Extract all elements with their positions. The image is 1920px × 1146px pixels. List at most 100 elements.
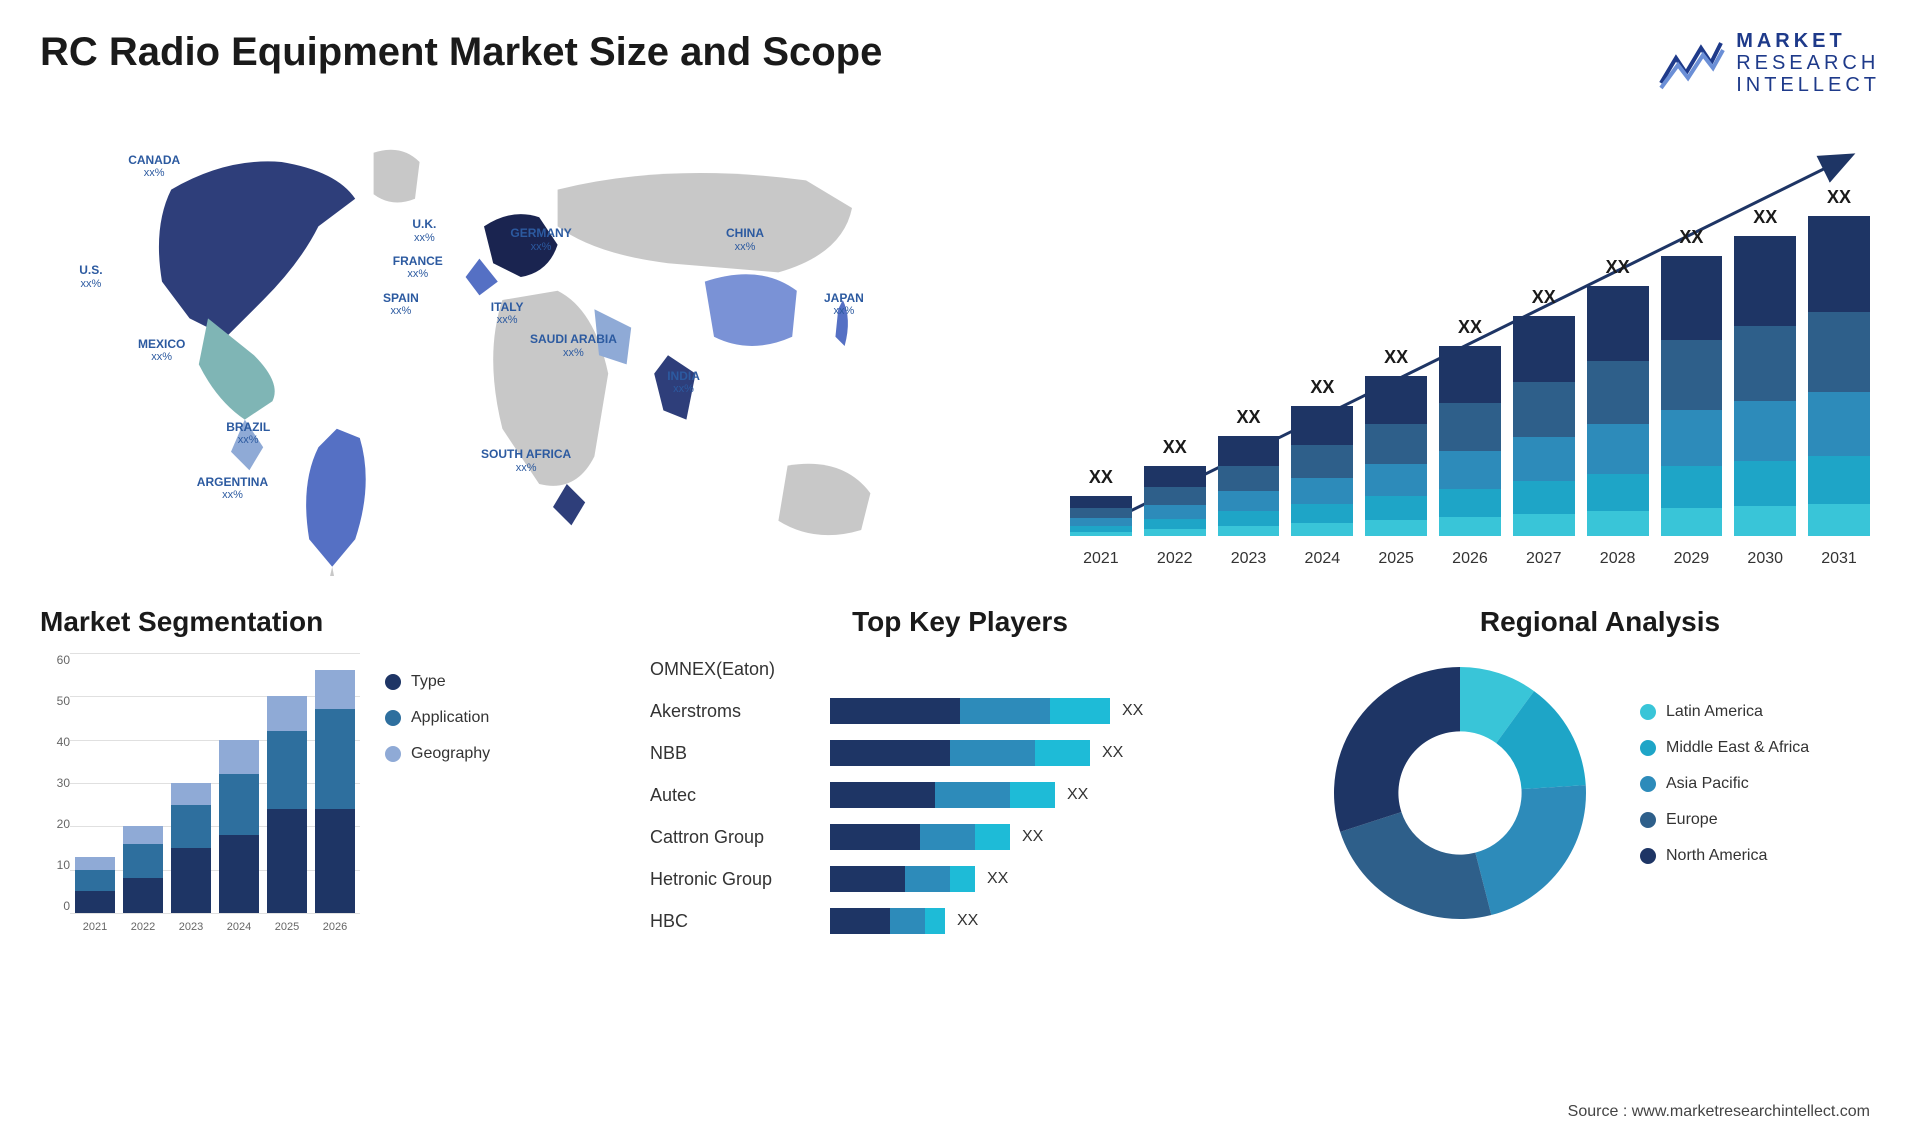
legend-item: Type <box>385 673 490 691</box>
growth-bar: XX <box>1144 466 1206 536</box>
donut-slice <box>1475 785 1586 915</box>
growth-bar: XX <box>1070 496 1132 536</box>
legend-dot <box>1640 740 1656 756</box>
legend-item: Latin America <box>1640 703 1809 721</box>
logo-icon <box>1656 33 1726 93</box>
growth-year-label: 2030 <box>1734 550 1796 568</box>
growth-year-label: 2027 <box>1513 550 1575 568</box>
growth-year-label: 2031 <box>1808 550 1870 568</box>
keyplayer-name: NBB <box>650 743 830 764</box>
legend-item: Middle East & Africa <box>1640 739 1809 757</box>
map-label: U.K.xx% <box>412 217 436 245</box>
segmentation-title: Market Segmentation <box>40 606 600 638</box>
growth-chart: XXXXXXXXXXXXXXXXXXXXXX 20212022202320242… <box>1060 116 1880 576</box>
growth-year-label: 2028 <box>1587 550 1649 568</box>
growth-bar: XX <box>1661 256 1723 536</box>
growth-bar: XX <box>1734 236 1796 536</box>
regional-donut <box>1320 653 1600 933</box>
header: RC Radio Equipment Market Size and Scope… <box>40 30 1880 96</box>
donut-slice <box>1340 812 1491 919</box>
keyplayer-row: Cattron GroupXX <box>650 821 1270 853</box>
map-label: ARGENTINAxx% <box>197 475 268 503</box>
growth-bar: XX <box>1513 316 1575 536</box>
keyplayer-name: Cattron Group <box>650 827 830 848</box>
legend-dot <box>1640 848 1656 864</box>
keyplayers-title: Top Key Players <box>650 606 1270 638</box>
legend-dot <box>1640 812 1656 828</box>
keyplayer-bar <box>830 698 1110 724</box>
legend-item: Asia Pacific <box>1640 775 1809 793</box>
top-section: CANADAxx% U.S.xx% MEXICOxx% BRAZILxx% ARGENT… <box>40 116 1880 576</box>
segmentation-bar <box>315 670 355 913</box>
keyplayer-name: Akerstroms <box>650 701 830 722</box>
legend-item: Geography <box>385 745 490 763</box>
legend-item: North America <box>1640 847 1809 865</box>
map-label: CANADAxx% <box>128 153 180 181</box>
keyplayer-bar <box>830 908 945 934</box>
keyplayer-bar <box>830 782 1055 808</box>
legend-dot <box>1640 776 1656 792</box>
map-label: CHINAxx% <box>726 226 764 254</box>
logo: MARKET RESEARCH INTELLECT <box>1656 30 1880 96</box>
map-label: GERMANYxx% <box>510 226 571 254</box>
legend-dot <box>1640 704 1656 720</box>
map-label: SPAINxx% <box>383 291 419 319</box>
bottom-section: Market Segmentation 6050403020100 202120… <box>40 606 1880 947</box>
legend-dot <box>385 746 401 762</box>
growth-bar: XX <box>1218 436 1280 536</box>
growth-year-label: 2029 <box>1661 550 1723 568</box>
regional-title: Regional Analysis <box>1320 606 1880 638</box>
growth-year-label: 2026 <box>1439 550 1501 568</box>
map-label: MEXICOxx% <box>138 337 185 365</box>
growth-bar: XX <box>1439 346 1501 536</box>
keyplayer-row: OMNEX(Eaton) <box>650 653 1270 685</box>
segmentation-bar <box>267 696 307 913</box>
map-label: SAUDI ARABIAxx% <box>530 332 617 360</box>
segmentation-bar <box>219 740 259 913</box>
growth-year-label: 2021 <box>1070 550 1132 568</box>
map-label: JAPANxx% <box>824 291 864 319</box>
world-map: CANADAxx% U.S.xx% MEXICOxx% BRAZILxx% ARGENT… <box>40 116 1020 576</box>
map-label: INDIAxx% <box>667 369 700 397</box>
growth-bar: XX <box>1808 216 1870 536</box>
growth-year-label: 2024 <box>1291 550 1353 568</box>
growth-bar: XX <box>1365 376 1427 536</box>
keyplayer-bar <box>830 866 975 892</box>
donut-slice <box>1334 667 1460 832</box>
legend-dot <box>385 710 401 726</box>
map-label: BRAZILxx% <box>226 420 270 448</box>
map-label: ITALYxx% <box>491 300 524 328</box>
logo-text: MARKET RESEARCH INTELLECT <box>1736 30 1880 96</box>
page-title: RC Radio Equipment Market Size and Scope <box>40 30 882 75</box>
growth-year-label: 2022 <box>1144 550 1206 568</box>
keyplayer-name: Autec <box>650 785 830 806</box>
segmentation-panel: Market Segmentation 6050403020100 202120… <box>40 606 600 947</box>
map-label: FRANCExx% <box>393 254 443 282</box>
legend-item: Application <box>385 709 490 727</box>
segmentation-bar <box>123 826 163 913</box>
regional-legend: Latin America Middle East & Africa Asia Pa… <box>1640 703 1809 883</box>
regional-panel: Regional Analysis Latin America Middle Ea… <box>1320 606 1880 947</box>
source-text: Source : www.marketresearchintellect.com <box>1568 1103 1870 1121</box>
keyplayer-bar <box>830 740 1090 766</box>
growth-bar: XX <box>1291 406 1353 536</box>
keyplayer-row: HBCXX <box>650 905 1270 937</box>
legend-dot <box>385 674 401 690</box>
keyplayer-name: HBC <box>650 911 830 932</box>
legend-item: Europe <box>1640 811 1809 829</box>
segmentation-legend: Type Application Geography <box>385 653 490 933</box>
keyplayers-panel: Top Key Players OMNEX(Eaton) AkerstromsXX… <box>650 606 1270 947</box>
segmentation-chart: 6050403020100 202120222023202420252026 <box>40 653 360 933</box>
keyplayer-row: Hetronic GroupXX <box>650 863 1270 895</box>
map-label: U.S.xx% <box>79 263 102 291</box>
segmentation-bar <box>171 783 211 913</box>
keyplayer-bar <box>830 824 1010 850</box>
keyplayer-name: Hetronic Group <box>650 869 830 890</box>
map-label: SOUTH AFRICAxx% <box>481 447 571 475</box>
segmentation-bar <box>75 857 115 913</box>
keyplayer-row: AkerstromsXX <box>650 695 1270 727</box>
growth-bar: XX <box>1587 286 1649 536</box>
growth-year-label: 2025 <box>1365 550 1427 568</box>
growth-year-label: 2023 <box>1218 550 1280 568</box>
keyplayer-name: OMNEX(Eaton) <box>650 659 830 680</box>
